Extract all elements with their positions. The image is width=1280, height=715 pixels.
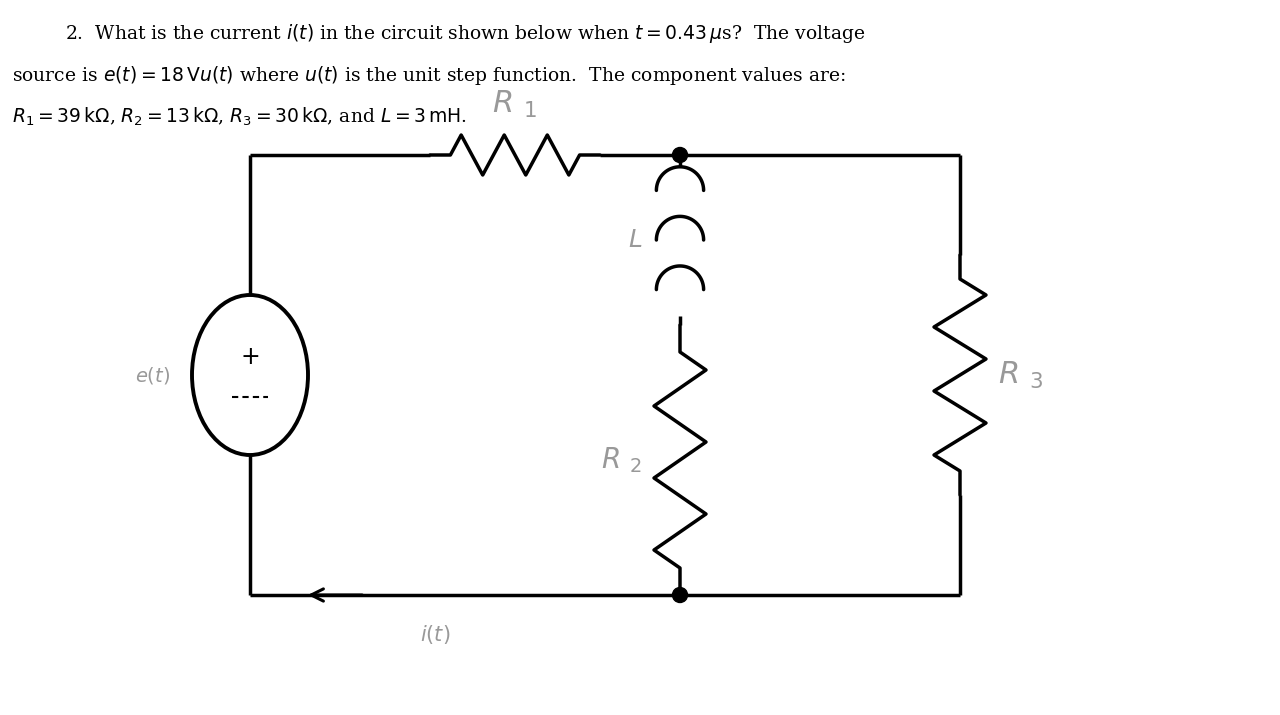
Text: $R\ _1$: $R\ _1$ [493,89,538,120]
Text: source is $e(t) = 18\,\mathrm{V}u(t)$ where $u(t)$ is the unit step function.  T: source is $e(t) = 18\,\mathrm{V}u(t)$ wh… [12,64,846,87]
Circle shape [672,147,687,162]
Text: $i(t)$: $i(t)$ [420,623,451,646]
Text: $+$: $+$ [241,345,260,368]
Text: $R_1 = 39\,\mathrm{k\Omega}$, $R_2 = 13\,\mathrm{k\Omega}$, $R_3 = 30\,\mathrm{k: $R_1 = 39\,\mathrm{k\Omega}$, $R_2 = 13\… [12,106,467,128]
Text: $e(t)$: $e(t)$ [134,365,170,385]
Circle shape [672,588,687,603]
Text: $R\ _2$: $R\ _2$ [602,445,643,475]
Text: $R\ _3$: $R\ _3$ [998,360,1043,390]
Text: $L$: $L$ [627,229,643,252]
Text: 2.  What is the current $i(t)$ in the circuit shown below when $t = 0.43\,\mu$s?: 2. What is the current $i(t)$ in the cir… [65,22,865,45]
